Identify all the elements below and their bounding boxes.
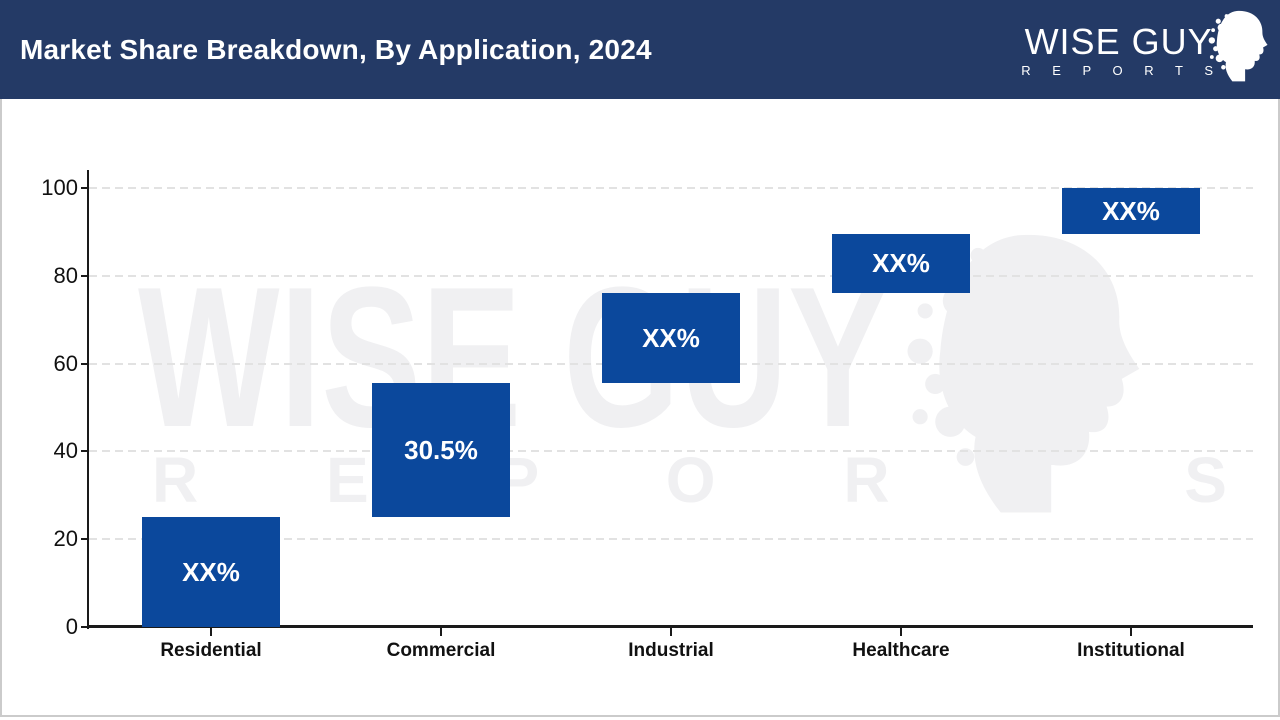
x-tick-label: Industrial bbox=[628, 640, 714, 661]
gridline-y20 bbox=[89, 538, 1253, 541]
bar-value-label: XX% bbox=[182, 556, 240, 587]
y-tick-label: 100 bbox=[41, 175, 78, 200]
bar-industrial: XX% bbox=[602, 293, 740, 384]
bar-institutional: XX% bbox=[1062, 188, 1200, 235]
brand-subtitle: R E P O R T S bbox=[1021, 62, 1222, 78]
wise-guy-head-icon bbox=[1208, 10, 1268, 82]
chart-title: Market Share Breakdown, By Application, … bbox=[20, 33, 652, 65]
x-tick-mark bbox=[440, 628, 442, 636]
brand-logo-text: WISE GUY R E P O R T S bbox=[1015, 20, 1222, 78]
bar-value-label: XX% bbox=[642, 322, 700, 353]
gridline-y100 bbox=[89, 187, 1253, 189]
x-tick-label: Residential bbox=[160, 640, 262, 661]
x-tick-mark bbox=[900, 628, 902, 636]
bar-value-label: XX% bbox=[872, 248, 930, 279]
y-tick-mark bbox=[81, 187, 88, 189]
brand-logo: WISE GUY R E P O R T S bbox=[1015, 4, 1272, 96]
gridline-y40 bbox=[89, 450, 1253, 453]
y-tick-mark bbox=[81, 626, 88, 628]
y-tick-label: 80 bbox=[53, 262, 78, 288]
watermark-text-primary: WISE GUY bbox=[138, 246, 889, 469]
header-bar: Market Share Breakdown, By Application, … bbox=[0, 0, 1280, 99]
brand-name: WISE GUY bbox=[1024, 20, 1213, 62]
x-tick-mark bbox=[1130, 628, 1132, 636]
bar-value-label: 30.5% bbox=[404, 434, 478, 465]
y-tick-label: 60 bbox=[53, 350, 78, 376]
y-tick-mark bbox=[81, 450, 88, 453]
y-axis-line bbox=[87, 170, 89, 629]
bar-healthcare: XX% bbox=[832, 234, 970, 294]
bar-residential: XX% bbox=[142, 517, 280, 627]
content-frame bbox=[0, 99, 1280, 717]
x-tick-label: Healthcare bbox=[852, 640, 950, 661]
y-tick-label: 0 bbox=[65, 614, 78, 639]
y-tick-label: 20 bbox=[53, 526, 78, 552]
x-tick-mark bbox=[670, 628, 672, 636]
x-axis-line bbox=[87, 625, 1253, 628]
y-tick-mark bbox=[81, 362, 88, 365]
y-tick-label: 40 bbox=[53, 438, 78, 464]
x-tick-label: Commercial bbox=[386, 640, 496, 661]
gridline-y80 bbox=[89, 274, 1253, 277]
x-tick-mark bbox=[210, 628, 212, 636]
x-tick-label: Institutional bbox=[1077, 640, 1185, 661]
bar-value-label: XX% bbox=[1102, 195, 1160, 226]
bar-commercial: 30.5% bbox=[372, 383, 510, 518]
y-tick-mark bbox=[81, 274, 88, 277]
y-tick-mark bbox=[81, 538, 88, 541]
